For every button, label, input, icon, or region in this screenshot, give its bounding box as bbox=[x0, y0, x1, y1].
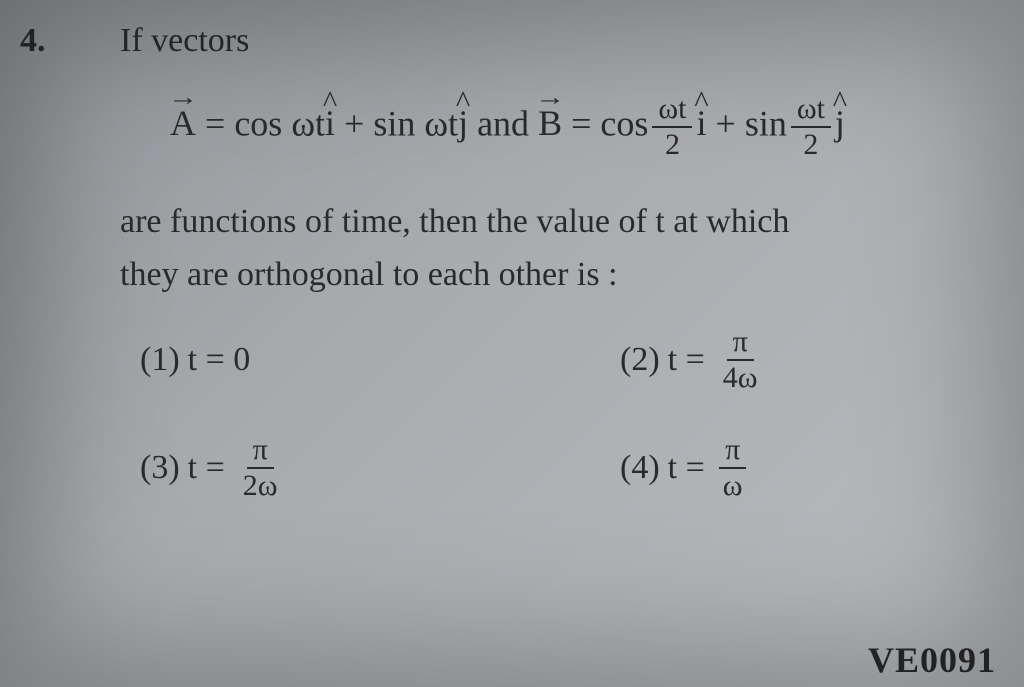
cos-fn: cos bbox=[600, 103, 648, 143]
question-body: are functions of time, then the value of… bbox=[120, 196, 984, 301]
option-lhs: t = bbox=[668, 341, 705, 379]
body-line-1: are functions of time, then the value of… bbox=[120, 203, 789, 240]
frac-num: ωt bbox=[791, 94, 831, 128]
and-word: and bbox=[477, 103, 538, 143]
question-number: 4. bbox=[20, 22, 46, 60]
options-grid: (1) t = 0 (2) t = π 4ω (3) t = π 2ω bbox=[140, 327, 984, 501]
frac-den: 4ω bbox=[717, 361, 764, 393]
option-lhs: t = bbox=[668, 449, 705, 487]
question-code: VE0091 bbox=[868, 639, 996, 681]
option-1: (1) t = 0 bbox=[140, 341, 620, 379]
question-block: 4. If vectors A = cos ωti + sin ωtj and … bbox=[0, 0, 1024, 687]
j-hat: j bbox=[835, 102, 845, 144]
sin-fn: sin bbox=[373, 103, 415, 143]
option-row: (1) t = 0 (2) t = π 4ω bbox=[140, 327, 984, 393]
body-line-2: they are orthogonal to each other is : bbox=[120, 256, 618, 293]
frac-den: 2 bbox=[659, 128, 686, 160]
option-4: (4) t = π ω bbox=[620, 435, 753, 501]
frac-num: π bbox=[719, 435, 746, 469]
option-lhs: t = bbox=[188, 449, 225, 487]
cos-fn: cos bbox=[234, 103, 282, 143]
fraction-wt-2: ωt2 bbox=[652, 94, 692, 160]
frac-den: 2 bbox=[797, 128, 824, 160]
frac-den: 2ω bbox=[237, 469, 284, 501]
frac-num: π bbox=[727, 327, 754, 361]
sin-fn: sin bbox=[745, 103, 787, 143]
option-3: (3) t = π 2ω bbox=[140, 435, 620, 501]
option-label: (2) bbox=[620, 341, 660, 379]
vector-A-symbol: A bbox=[170, 102, 196, 144]
frac-den: ω bbox=[717, 469, 749, 501]
option-label: (3) bbox=[140, 449, 180, 487]
fraction-wt-2: ωt2 bbox=[791, 94, 831, 160]
plus-sign: + bbox=[716, 103, 736, 143]
option-2: (2) t = π 4ω bbox=[620, 327, 768, 393]
question-intro: If vectors bbox=[120, 22, 984, 60]
omega-t: ωt bbox=[291, 103, 325, 143]
equals-sign: = bbox=[562, 103, 600, 143]
option-row: (3) t = π 2ω (4) t = π ω bbox=[140, 435, 984, 501]
omega-t: ωt bbox=[424, 103, 458, 143]
frac-num: ωt bbox=[652, 94, 692, 128]
vector-equation: A = cos ωti + sin ωtj and B = cosωt2i + … bbox=[170, 94, 984, 160]
option-fraction: π 2ω bbox=[237, 435, 284, 501]
plus-sign: + bbox=[344, 103, 364, 143]
equals-sign: = bbox=[196, 103, 234, 143]
option-fraction: π ω bbox=[717, 435, 749, 501]
option-label: (1) bbox=[140, 341, 180, 379]
option-label: (4) bbox=[620, 449, 660, 487]
j-hat: j bbox=[458, 102, 468, 144]
option-text: t = 0 bbox=[188, 341, 251, 379]
option-fraction: π 4ω bbox=[717, 327, 764, 393]
i-hat: i bbox=[325, 102, 335, 144]
vector-B-symbol: B bbox=[538, 102, 562, 144]
i-hat: i bbox=[696, 102, 706, 144]
frac-num: π bbox=[247, 435, 274, 469]
